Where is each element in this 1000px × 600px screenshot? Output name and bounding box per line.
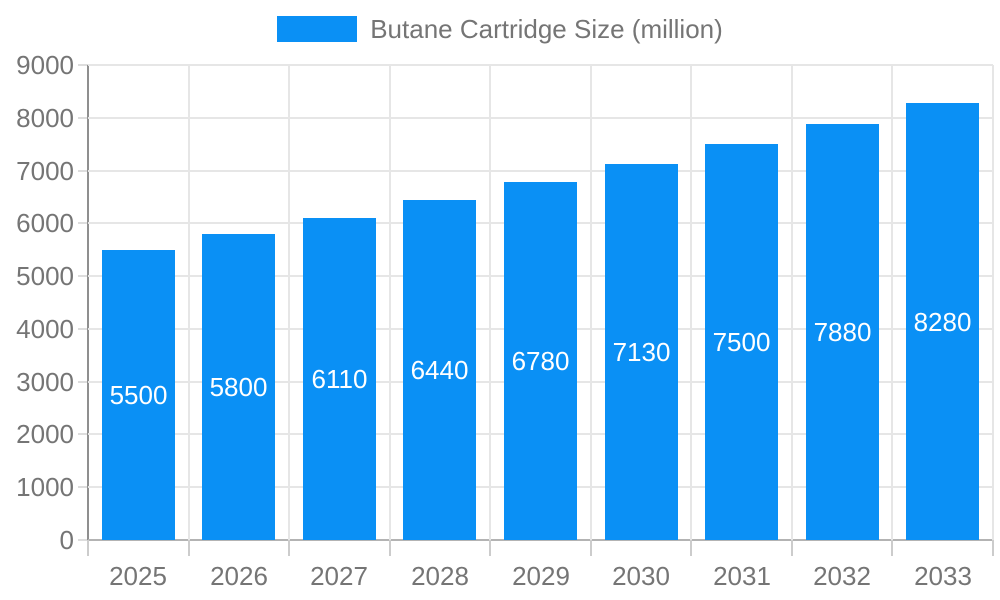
- x-boundary-tick: [87, 540, 89, 556]
- y-tick: [78, 486, 88, 489]
- x-boundary-tick: [891, 540, 894, 556]
- y-tick-label: 9000: [16, 50, 74, 80]
- x-gridline: [690, 65, 693, 540]
- x-boundary-tick: [187, 540, 190, 556]
- x-boundary-tick: [489, 540, 492, 556]
- plot-area: 5500 5800 6110 6440 6780 7130 7500 7880 8280: [87, 64, 994, 556]
- x-boundary-tick: [288, 540, 291, 556]
- bar-2032[interactable]: 7880: [806, 124, 879, 540]
- x-boundary-tick: [589, 540, 592, 556]
- y-tick-label: 2000: [16, 419, 74, 450]
- bar-2028[interactable]: 6440: [403, 200, 476, 540]
- x-gridline: [790, 65, 793, 540]
- x-gridline: [187, 65, 190, 540]
- y-tick-label: 4000: [16, 313, 74, 344]
- bar-2030[interactable]: 7130: [605, 164, 678, 540]
- bar-value-label: 6780: [511, 346, 570, 376]
- y-tick: [78, 539, 88, 541]
- bar-value-label: 6440: [410, 355, 469, 385]
- y-tick-label: 1000: [16, 472, 74, 503]
- y-tick-label: 7000: [16, 155, 74, 186]
- y-tick: [78, 64, 88, 66]
- y-tick: [78, 380, 88, 383]
- x-tick-label: 2030: [612, 561, 670, 591]
- x-gridline: [992, 65, 994, 540]
- x-tick-label: 2032: [813, 561, 871, 591]
- y-tick: [78, 169, 88, 172]
- bar-value-label: 7500: [712, 327, 771, 357]
- legend-swatch: [277, 16, 358, 42]
- y-tick-label: 3000: [16, 366, 74, 397]
- y-tick: [78, 433, 88, 436]
- x-tick-label: 2028: [411, 561, 469, 591]
- x-gridline: [288, 65, 291, 540]
- y-gridline: [88, 64, 993, 66]
- y-tick: [78, 222, 88, 225]
- bar-2025[interactable]: 5500: [102, 250, 175, 540]
- y-tick: [78, 275, 88, 278]
- bar-value-label: 7130: [612, 337, 671, 367]
- bar-2029[interactable]: 6780: [504, 182, 577, 540]
- bar-value-label: 5500: [109, 380, 168, 410]
- x-tick-label: 2026: [210, 561, 268, 591]
- bar-2027[interactable]: 6110: [303, 218, 376, 540]
- y-tick: [78, 116, 88, 119]
- x-gridline: [388, 65, 391, 540]
- bar-2031[interactable]: 7500: [705, 144, 778, 540]
- x-tick-label: 2031: [713, 561, 771, 591]
- x-tick-label: 2025: [109, 561, 167, 591]
- y-tick-label: 8000: [16, 102, 74, 133]
- bar-value-label: 8280: [913, 307, 972, 337]
- x-tick-label: 2033: [914, 561, 972, 591]
- x-gridline: [589, 65, 592, 540]
- x-boundary-tick: [790, 540, 793, 556]
- y-axis-line: [87, 65, 89, 556]
- x-tick-label: 2029: [512, 561, 570, 591]
- bar-2026[interactable]: 5800: [202, 234, 275, 540]
- bar-value-label: 5800: [209, 372, 268, 402]
- legend-label: Butane Cartridge Size (million): [370, 14, 723, 44]
- y-tick: [78, 327, 88, 330]
- x-gridline: [891, 65, 894, 540]
- x-boundary-tick: [388, 540, 391, 556]
- bar-2033[interactable]: 8280: [906, 103, 979, 540]
- x-axis-baseline: [88, 539, 993, 541]
- bar-value-label: 7880: [813, 317, 872, 347]
- y-tick-label: 6000: [16, 208, 74, 239]
- y-gridline: [88, 169, 993, 172]
- y-tick-label: 5000: [16, 261, 74, 292]
- legend[interactable]: Butane Cartridge Size (million): [0, 14, 1000, 44]
- y-tick-label: 0: [59, 525, 74, 555]
- x-boundary-tick: [690, 540, 693, 556]
- x-boundary-tick: [992, 540, 994, 556]
- x-tick-label: 2027: [310, 561, 368, 591]
- bar-value-label: 6110: [311, 364, 368, 394]
- y-gridline: [88, 116, 993, 119]
- x-gridline: [489, 65, 492, 540]
